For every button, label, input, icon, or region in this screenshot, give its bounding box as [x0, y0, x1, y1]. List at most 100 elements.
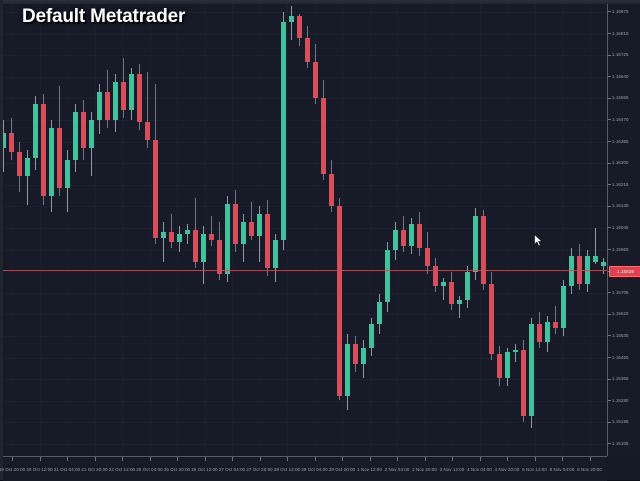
- candle-body: [481, 216, 486, 284]
- gridline-vertical: [12, 4, 13, 456]
- gridline-vertical: [314, 4, 316, 456]
- candle-body: [321, 98, 326, 174]
- time-axis-tick: 20 Oct 12:00: [26, 467, 53, 472]
- price-axis[interactable]: 1.16975 1.16810 1.16725 1.16640 1.16555 1.164…: [607, 4, 640, 456]
- time-axis-mark: [342, 457, 343, 461]
- candle-body: [49, 128, 54, 196]
- candle-wick: [211, 216, 212, 246]
- candle-body: [473, 216, 478, 272]
- candle-body: [529, 324, 534, 416]
- candle-body: [185, 230, 190, 234]
- gridline-horizontal: [3, 228, 607, 229]
- gridline-horizontal: [3, 76, 607, 78]
- chart-plot-area[interactable]: [3, 4, 607, 456]
- time-axis-tick: 29 Oct 04:00: [301, 467, 328, 472]
- candle-wick: [147, 72, 148, 148]
- candle-wick: [187, 224, 188, 244]
- current-price-badge: 1.15835: [609, 266, 640, 277]
- gridline-horizontal: [3, 249, 607, 251]
- candle-wick: [603, 258, 604, 274]
- price-axis-tick: 1.16300: [608, 159, 640, 167]
- candle-body: [177, 234, 182, 242]
- candle-body: [425, 248, 430, 266]
- gridline-horizontal: [3, 444, 607, 445]
- gridline-vertical: [562, 4, 563, 456]
- price-axis-tick: 1.16975: [608, 8, 640, 16]
- time-axis-mark: [534, 457, 536, 461]
- gridline-horizontal: [3, 271, 607, 273]
- time-axis-mark: [12, 457, 13, 461]
- candle-body: [137, 74, 142, 122]
- time-axis-tick: 8 Nov 20:00: [577, 467, 602, 472]
- candle-body: [225, 204, 230, 274]
- candle-body: [241, 222, 246, 244]
- mouse-pointer-icon: [534, 233, 543, 247]
- candle-body: [377, 302, 382, 324]
- time-axis-tick: 2 Nov 20:00: [412, 467, 437, 472]
- window-frame-top: [0, 0, 640, 4]
- gridline-vertical: [479, 4, 481, 456]
- time-axis[interactable]: 19 Oct 20:00 20 Oct 12:00 21 Oct 04:00 21 O…: [0, 456, 607, 481]
- candle-body: [449, 282, 454, 304]
- time-axis-mark: [369, 457, 371, 461]
- gridline-vertical: [424, 4, 426, 456]
- candle-body: [89, 120, 94, 148]
- candle-body: [57, 128, 62, 188]
- candle-body: [249, 222, 254, 236]
- time-axis-tick: 5 Nov 12:00: [522, 467, 547, 472]
- candle-wick: [459, 296, 460, 318]
- gridline-vertical: [177, 4, 178, 456]
- time-axis-tick: 27 Oct 20:00: [246, 467, 273, 472]
- time-axis-tick: 2 Nov 04:00: [384, 467, 410, 472]
- candle-body: [337, 206, 342, 396]
- gridline-horizontal: [3, 379, 607, 381]
- time-axis-tick: 21 Oct 20:00: [81, 467, 108, 472]
- price-axis-tick: 1.16045: [608, 224, 640, 232]
- current-price-line-layer: [3, 4, 607, 456]
- candle-body: [369, 324, 374, 348]
- time-axis-mark: [287, 457, 288, 461]
- time-axis-mark: [424, 457, 426, 461]
- gridline-horizontal: [3, 314, 607, 316]
- candle-body: [329, 174, 334, 206]
- time-axis-mark: [177, 457, 178, 461]
- candle-body: [145, 122, 150, 140]
- gridline-vertical: [67, 4, 68, 456]
- time-axis-mark: [259, 457, 261, 461]
- time-axis-mark: [232, 457, 233, 461]
- candle-body: [97, 92, 102, 120]
- gridline-horizontal: [3, 163, 607, 165]
- candle-body: [193, 230, 198, 262]
- price-axis-tick: 1.15620: [608, 310, 640, 318]
- time-axis-tick: 21 Oct 04:00: [53, 467, 81, 472]
- candle-body: [121, 82, 126, 110]
- price-axis-tick: 1.15105: [608, 440, 640, 448]
- candle-body: [497, 354, 502, 378]
- candle-body: [81, 112, 86, 148]
- candle-body: [129, 74, 134, 110]
- time-axis-tick: 3 Nov 12:00: [439, 467, 465, 472]
- candle-body: [489, 284, 494, 354]
- time-axis-tick: 25 Oct 04:00: [136, 467, 163, 472]
- price-axis-tick: 1.16725: [608, 51, 640, 59]
- gridline-vertical: [507, 4, 508, 456]
- candle-body: [393, 230, 398, 250]
- price-axis-tick: 1.15280: [608, 397, 640, 405]
- candle-body: [265, 214, 270, 268]
- time-axis-tick: 4 Nov 20:00: [494, 467, 520, 472]
- page-title: Default Metatrader: [22, 6, 186, 27]
- price-axis-tick: 1.15195: [608, 418, 640, 426]
- candle-body: [281, 22, 286, 240]
- candle-body: [521, 350, 526, 416]
- candle-body: [417, 224, 422, 248]
- time-axis-tick: 1 Nov 12:00: [357, 467, 382, 472]
- candle-body: [441, 282, 446, 286]
- time-axis-mark: [67, 457, 68, 461]
- price-axis-tick: 1.16470: [608, 116, 640, 124]
- candle-body: [537, 324, 542, 342]
- time-axis-tick: 29 Oct 20:00: [328, 467, 356, 472]
- price-axis-tick: 1.16385: [608, 138, 640, 146]
- candle-wick: [443, 278, 444, 300]
- gridline-vertical: [534, 4, 536, 456]
